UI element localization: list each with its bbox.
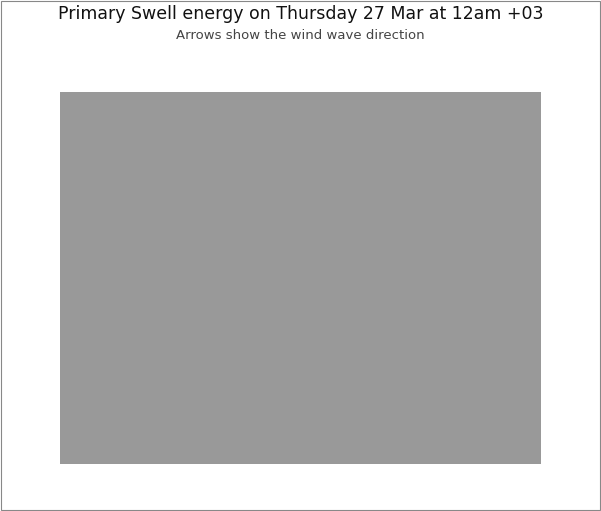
Bar	[60, 91, 541, 464]
Text: Primary Swell energy on Thursday 27 Mar at 12am +03: Primary Swell energy on Thursday 27 Mar …	[58, 6, 543, 24]
Text: Arrows show the wind wave direction: Arrows show the wind wave direction	[176, 29, 425, 41]
